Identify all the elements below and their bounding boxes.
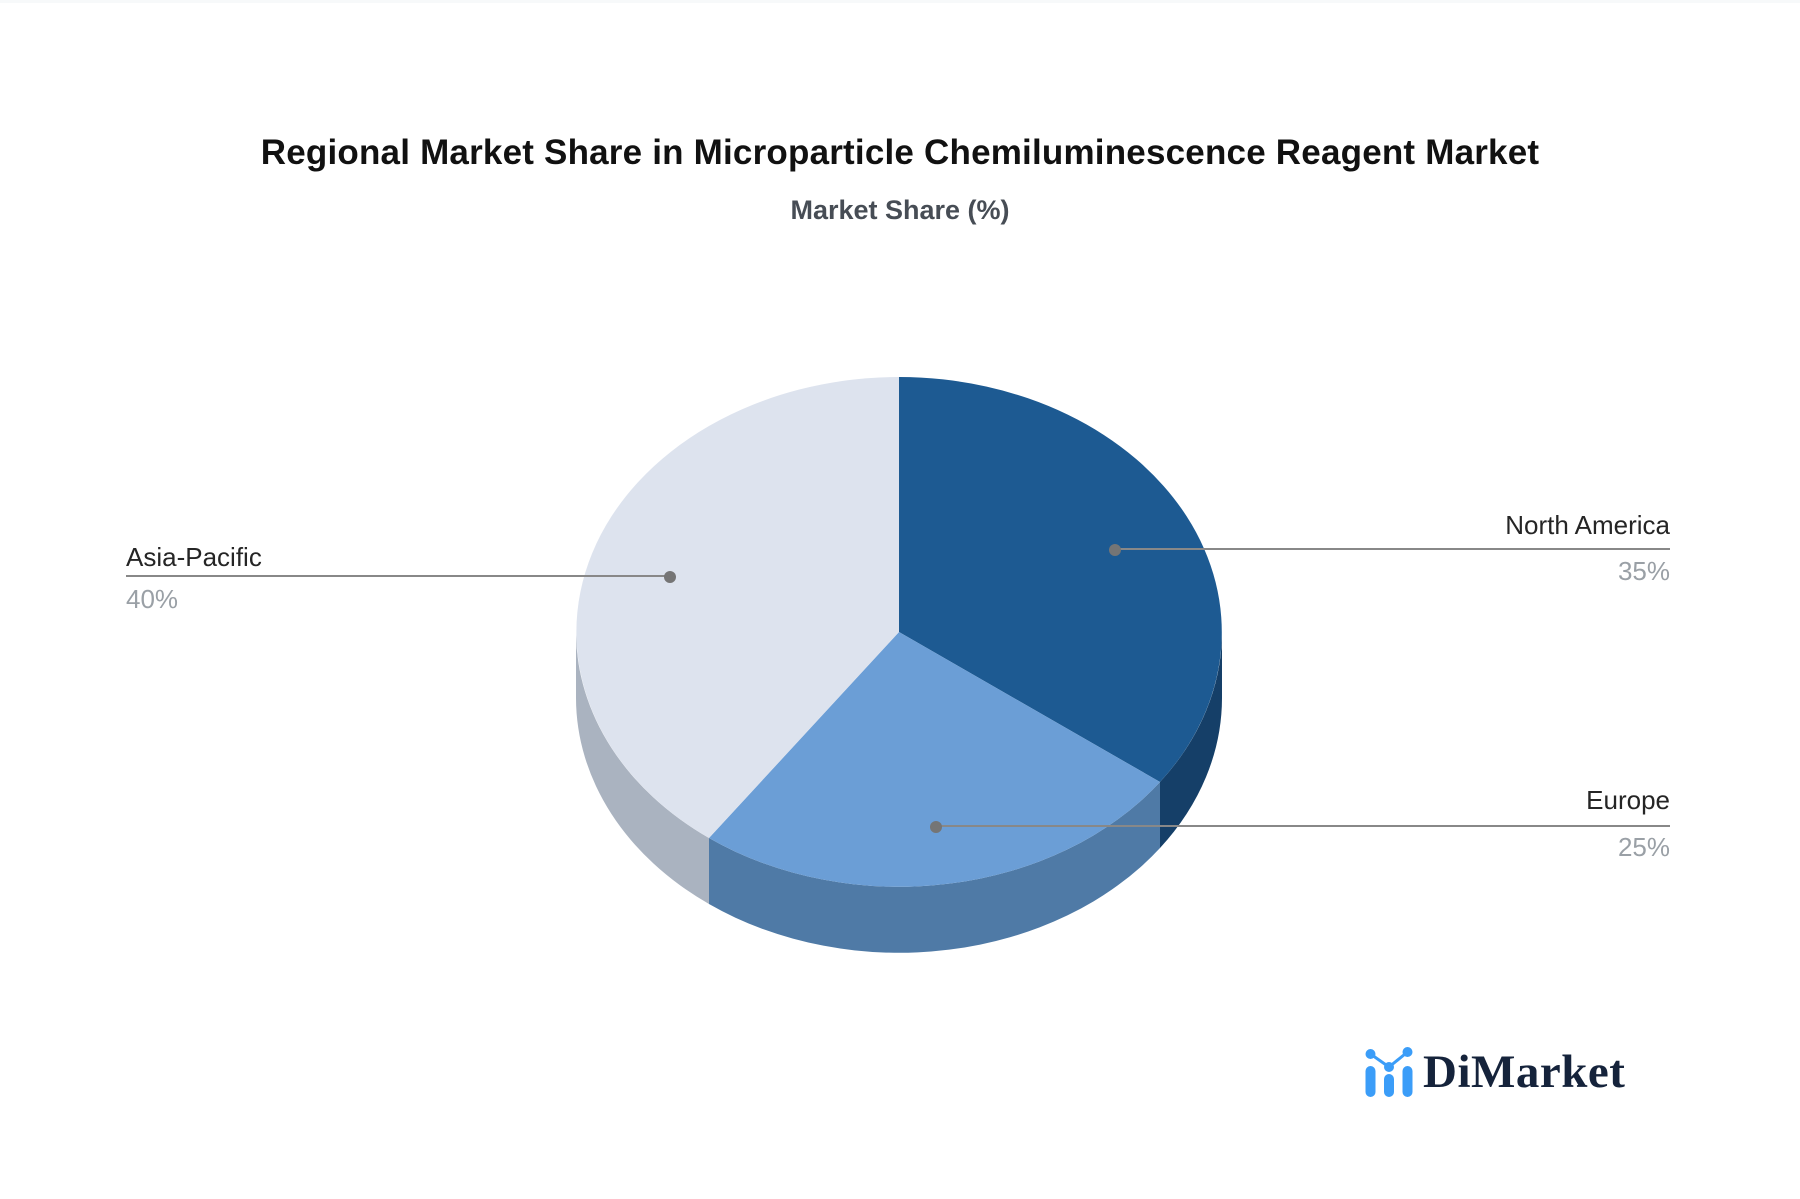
value-north-america: 35%	[1617, 556, 1670, 586]
pie-slice-north-america[interactable]	[899, 377, 1222, 782]
logo-bar-middle	[1384, 1074, 1394, 1097]
logo-dot-right	[1402, 1047, 1413, 1057]
value-europe: 25%	[1617, 832, 1670, 862]
logo-bar-left	[1365, 1066, 1376, 1097]
leader-dot-europe	[930, 821, 942, 833]
leader-dot-asia-pacific	[664, 571, 676, 583]
logo-dot-middle	[1384, 1062, 1394, 1072]
label-north-america: North America	[1505, 510, 1670, 540]
pie-chart	[126, 377, 1670, 953]
brand-logo-text: DiMarket	[1423, 1046, 1626, 1098]
logo-bar-right	[1402, 1066, 1413, 1097]
pie-side-europe	[709, 782, 1160, 953]
chart-title: Regional Market Share in Microparticle C…	[260, 133, 1540, 172]
logo-dot-left	[1365, 1049, 1376, 1059]
pie-side-asia-pacific	[576, 632, 709, 904]
chart-subtitle: Market Share (%)	[790, 195, 1010, 225]
pie-slice-europe[interactable]	[709, 632, 1160, 887]
pie-side-north-america	[1160, 632, 1222, 848]
pie-slice-asia-pacific[interactable]	[576, 377, 899, 838]
value-asia-pacific: 40%	[126, 584, 179, 614]
leader-dot-north-america	[1109, 544, 1121, 556]
bar-line-chart-icon	[1365, 1047, 1413, 1097]
label-asia-pacific: Asia-Pacific	[126, 542, 262, 572]
brand-logo: DiMarket	[1364, 1045, 1625, 1099]
label-europe: Europe	[1586, 785, 1670, 815]
